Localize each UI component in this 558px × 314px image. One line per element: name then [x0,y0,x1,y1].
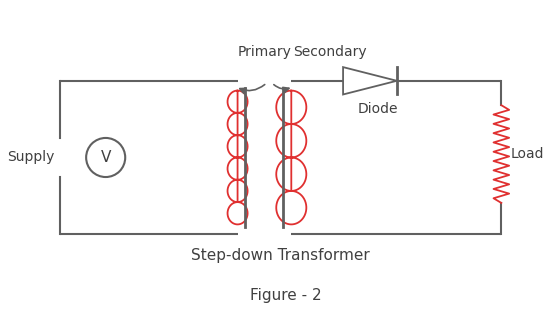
Text: Secondary: Secondary [294,45,367,59]
Text: Primary: Primary [238,45,292,59]
Text: Figure - 2: Figure - 2 [249,288,321,303]
Text: Load: Load [511,147,545,161]
Text: Diode: Diode [358,102,398,116]
Text: Step-down Transformer: Step-down Transformer [191,248,370,263]
Text: V: V [100,150,111,165]
Text: Supply: Supply [7,150,55,165]
